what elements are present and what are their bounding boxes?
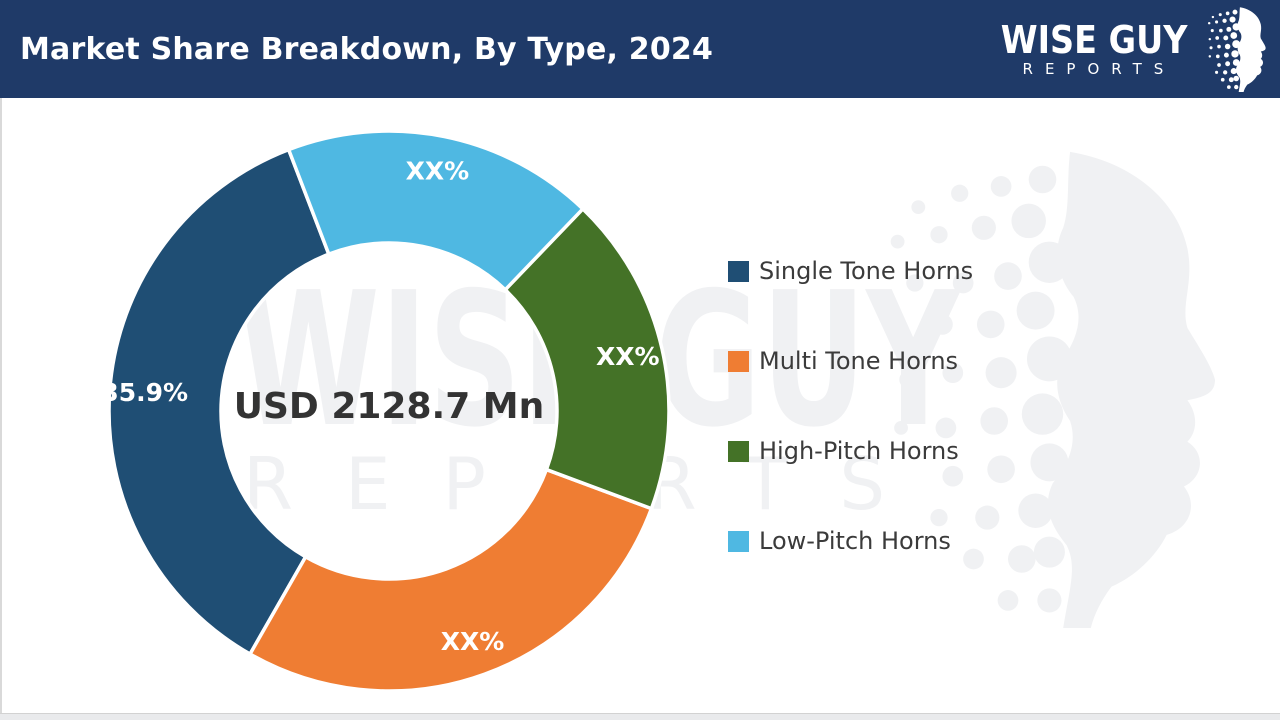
legend-item-multi-tone-horns: Multi Tone Horns (728, 347, 973, 375)
legend-label: Multi Tone Horns (759, 347, 959, 375)
bottom-bar (0, 713, 1280, 720)
legend-swatch-single-tone-horns (728, 260, 749, 282)
donut-center-value: USD 2128.7 Mn (233, 386, 545, 427)
legend-label: Single Tone Horns (759, 257, 974, 285)
legend-label: High-Pitch Horns (759, 437, 959, 465)
legend-item-high-pitch-horns: High-Pitch Horns (728, 437, 973, 465)
left-edge-divider (0, 98, 2, 720)
wiseguy-logo-text: WISE GUY REPORTS (988, 21, 1200, 77)
legend-label: Low-Pitch Horns (759, 527, 951, 555)
legend-swatch-multi-tone-horns (728, 350, 749, 372)
wiseguy-logo: WISE GUY REPORTS (988, 6, 1266, 92)
legend: Single Tone Horns Multi Tone Horns High-… (728, 257, 974, 618)
legend-swatch-high-pitch-horns (728, 440, 749, 462)
legend-swatch-low-pitch-horns (728, 530, 749, 552)
logo-reports: REPORTS (1022, 60, 1176, 78)
legend-item-low-pitch-horns: Low-Pitch Horns (728, 527, 973, 555)
wiseguy-face-icon (1204, 6, 1266, 92)
page-title: Market Share Breakdown, By Type, 2024 (20, 31, 714, 67)
legend-item-single-tone-horns: Single Tone Horns (728, 257, 974, 285)
logo-wordmark: WISE GUY (1000, 18, 1188, 62)
header-bar: Market Share Breakdown, By Type, 2024 WI… (0, 0, 1280, 98)
